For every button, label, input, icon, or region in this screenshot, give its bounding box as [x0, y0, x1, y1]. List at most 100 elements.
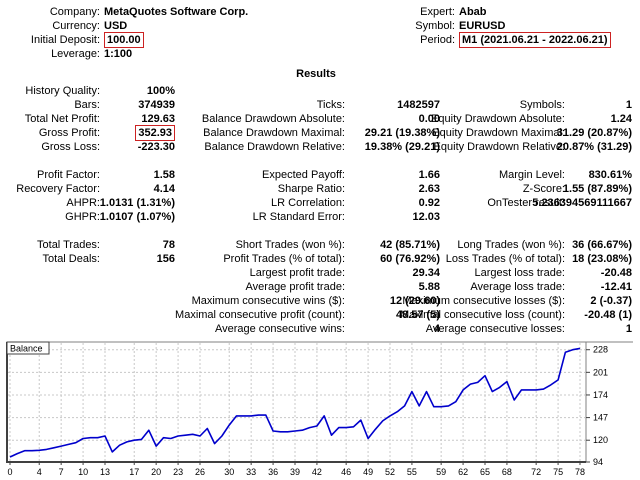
- svg-text:4: 4: [37, 467, 42, 477]
- header-label: Expert:: [420, 6, 455, 18]
- stat-label: Balance Drawdown Maximal:: [203, 127, 345, 139]
- svg-text:55: 55: [407, 467, 417, 477]
- stat-value: [100, 266, 175, 280]
- stat-value: 1: [625, 323, 632, 335]
- stats-table: History Quality: 100% Bars: 374939 Ticks: 148…: [0, 84, 632, 336]
- stat-value: 352.93: [100, 125, 175, 141]
- stat-row: Bars: 374939 Ticks: 1482597 Symbols: 1: [0, 98, 632, 112]
- stat-row: Average consecutive wins: 4 Average consec…: [0, 322, 632, 336]
- header-value: M1 (2021.06.21 - 2022.06.21): [455, 32, 640, 48]
- stat-value: 18 (23.08%): [572, 253, 632, 265]
- stat-value: 12.03: [412, 211, 440, 223]
- stat-value: 374939: [138, 99, 175, 111]
- stat-value: [565, 84, 632, 98]
- header-row: Company: MetaQuotes Software Corp.: [0, 5, 380, 19]
- svg-text:94: 94: [593, 457, 603, 467]
- stat-value: 1482597: [397, 99, 440, 111]
- stat-label: History Quality:: [25, 85, 100, 97]
- svg-text:39: 39: [290, 467, 300, 477]
- stat-value: 830.61%: [588, 169, 632, 181]
- svg-text:26: 26: [195, 467, 205, 477]
- stat-value: [100, 294, 175, 308]
- header-right-group: Expert: Abab Symbol: EURUSD Period: M1 (2021.…: [385, 5, 640, 48]
- stat-value: 29.21 (19.38%): [364, 127, 440, 139]
- stat-value: 42 (85.71%): [380, 239, 440, 251]
- stat-value: 0.00: [418, 113, 440, 125]
- stat-value: 2 (-0.37): [590, 295, 632, 307]
- stat-value: 20.87% (31.29): [556, 141, 632, 153]
- stat-label: Long Trades (won %):: [457, 239, 565, 251]
- stat-value: 19.38% (29.21): [364, 141, 440, 153]
- stat-label: Profit Factor:: [37, 169, 100, 181]
- svg-text:7: 7: [59, 467, 64, 477]
- stat-row: History Quality: 100%: [0, 84, 632, 98]
- stat-label: Average consecutive losses:: [425, 323, 565, 335]
- stat-label: Bars:: [74, 99, 100, 111]
- stat-label: LR Standard Error:: [252, 211, 345, 223]
- stat-value: [100, 322, 175, 336]
- stat-label: Equity Drawdown Maximal:: [432, 127, 565, 139]
- svg-text:174: 174: [593, 390, 608, 400]
- header-value: 100.00: [100, 32, 380, 48]
- stat-label: [0, 294, 100, 308]
- stat-value: 48.57 (5): [395, 309, 440, 321]
- header-value: Abab: [459, 6, 487, 18]
- stat-row: Gross Profit: 352.93 Balance Drawdown Maxi…: [0, 125, 632, 141]
- stats-group-spacer: [0, 154, 632, 168]
- stat-label: Maximum consecutive wins ($):: [191, 295, 345, 307]
- stat-label: [0, 322, 100, 336]
- stat-label: Average consecutive wins:: [214, 323, 345, 335]
- header-row: Leverage: 1:100: [0, 47, 380, 61]
- svg-text:30: 30: [224, 467, 234, 477]
- stat-label: Profit Trades (% of total):: [223, 253, 345, 265]
- svg-text:201: 201: [593, 367, 608, 377]
- stat-label: Maximum consecutive losses ($):: [402, 295, 565, 307]
- stat-row: Average profit trade: 5.88 Average loss tr…: [0, 280, 632, 294]
- header-row: Expert: Abab: [385, 5, 640, 19]
- stat-label: Largest profit trade:: [249, 267, 345, 279]
- stat-value: [100, 280, 175, 294]
- header-left-group: Company: MetaQuotes Software Corp. Currenc…: [0, 5, 380, 61]
- stat-label: GHPR:: [65, 211, 100, 223]
- header-value: USD: [104, 20, 128, 32]
- svg-text:59: 59: [436, 467, 446, 477]
- svg-text:68: 68: [502, 467, 512, 477]
- stat-value: 36 (66.67%): [572, 239, 632, 251]
- svg-text:33: 33: [246, 467, 256, 477]
- stat-value: 2.63: [418, 183, 440, 195]
- header-value: EURUSD: [459, 20, 506, 32]
- stat-value: 1.55 (87.89%): [562, 183, 632, 195]
- stat-row: Profit Factor: 1.58 Expected Payoff: 1.66 Ma…: [0, 168, 632, 182]
- header-label: Leverage:: [51, 48, 100, 60]
- header-row: Currency: USD: [0, 19, 380, 33]
- stat-label: Maximal consecutive profit (count):: [175, 309, 345, 321]
- stat-label: Loss Trades (% of total):: [445, 253, 565, 265]
- balance-chart: 94 120 147 174 201 228 0 4 7 10 13 17 20 23 26 30 33 36 39…: [4, 340, 636, 480]
- stat-value: -12.41: [600, 281, 632, 293]
- stat-label: Total Trades:: [37, 239, 100, 251]
- header-row: Symbol: EURUSD: [385, 19, 640, 33]
- highlight-box: M1 (2021.06.21 - 2022.06.21): [459, 32, 611, 48]
- stat-label: [0, 280, 100, 294]
- stat-value: -20.48: [600, 267, 632, 279]
- stat-value: 5.236394569111667: [532, 197, 632, 209]
- stat-value: 1: [625, 99, 632, 111]
- stat-label: Maximal consecutive loss (count):: [399, 309, 565, 321]
- header-label: Initial Deposit:: [30, 34, 100, 46]
- header-label: Currency:: [52, 20, 100, 32]
- stat-label: Balance Drawdown Relative:: [204, 141, 345, 153]
- stat-value: 1.0131 (1.31%): [99, 197, 175, 209]
- stat-value: 1.24: [610, 113, 632, 125]
- stat-row: Maximal consecutive profit (count): 48.57…: [0, 308, 632, 322]
- svg-text:Balance: Balance: [10, 344, 43, 354]
- stat-value: 29.34: [412, 267, 440, 279]
- stat-value: 4: [433, 323, 440, 335]
- svg-text:78: 78: [575, 467, 585, 477]
- svg-text:23: 23: [173, 467, 183, 477]
- stat-label: Symbols:: [519, 99, 565, 111]
- stat-value: -223.30: [137, 141, 175, 153]
- stat-value: [100, 308, 175, 322]
- stat-value: 31.29 (20.87%): [556, 127, 632, 139]
- stat-value: 1.58: [153, 169, 175, 181]
